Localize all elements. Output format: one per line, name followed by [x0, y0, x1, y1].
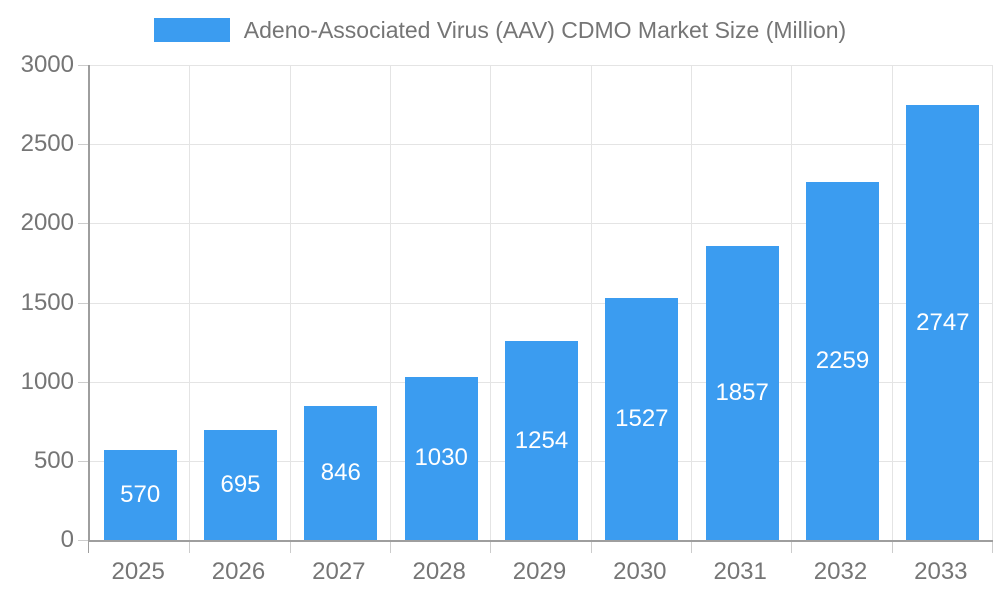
y-axis-tick: [78, 302, 88, 304]
x-gridline: [189, 65, 191, 540]
x-gridline: [289, 65, 291, 540]
y-gridline: [90, 302, 993, 304]
y-axis-tick: [78, 144, 88, 146]
bar-2028[interactable]: 1030: [404, 376, 478, 540]
y-gridline: [90, 144, 993, 146]
x-axis-tick: [490, 542, 492, 553]
bar-2033[interactable]: 2747: [906, 105, 980, 540]
x-axis-label: 2033: [914, 558, 968, 585]
y-axis-tick: [78, 65, 88, 66]
y-axis-tick: [78, 381, 88, 383]
y-axis-label: 2000: [20, 209, 74, 237]
bar-value-label: 1527: [615, 405, 669, 433]
y-axis-label: 3000: [20, 51, 74, 78]
bar-value-label: 1254: [514, 426, 569, 454]
x-gridline: [390, 65, 391, 540]
y-axis-label: 0: [60, 526, 74, 553]
plot-area: 570 695 846 1030 1254 1527 1857 2259 2747: [78, 65, 993, 553]
bar-value-label: 2259: [815, 347, 870, 375]
x-axis-tick: [590, 542, 592, 553]
y-axis-label: 500: [33, 446, 74, 474]
x-axis-label: 2032: [813, 558, 868, 585]
bar-2032[interactable]: 2259: [806, 182, 879, 540]
x-axis-label: 2030: [613, 558, 667, 585]
x-gridline: [691, 65, 692, 540]
x-axis-label: 2029: [512, 558, 567, 585]
y-axis-label: 2500: [20, 130, 74, 158]
x-gridline: [590, 65, 592, 540]
bar-value-label: 695: [220, 470, 261, 498]
bar-2025[interactable]: 570: [103, 449, 177, 540]
x-gridline: [891, 65, 893, 540]
bar-value-label: 1857: [715, 378, 769, 406]
y-axis-label: 1000: [20, 367, 74, 395]
x-gridline: [791, 65, 793, 540]
x-gridline: [490, 65, 492, 540]
x-axis-label: 2027: [312, 558, 366, 585]
legend-swatch[interactable]: [153, 18, 230, 42]
bar-2029[interactable]: 1254: [505, 341, 578, 540]
x-axis-tick: [390, 542, 391, 553]
x-axis-tick: [691, 542, 692, 553]
x-axis-tick: [289, 542, 291, 553]
x-axis-label: 2025: [111, 558, 165, 585]
legend[interactable]: Adeno-Associated Virus (AAV) CDMO Market…: [0, 16, 1000, 44]
x-axis-label: 2031: [713, 558, 767, 585]
y-axis-tick: [78, 223, 88, 225]
bar-value-label: 2747: [916, 308, 970, 336]
bar-value-label: 846: [320, 459, 361, 487]
bar-2031[interactable]: 1857: [705, 245, 779, 540]
bar-2026[interactable]: 695: [204, 429, 277, 540]
x-axis-tick: [891, 542, 893, 553]
bar-value-label: 570: [120, 480, 161, 508]
x-axis-tick: [189, 542, 191, 553]
y-axis-tick: [78, 460, 88, 462]
bar-2027[interactable]: 846: [304, 406, 378, 540]
x-gridline: [992, 65, 993, 540]
x-axis-tick: [791, 542, 793, 553]
bar-2030[interactable]: 1527: [605, 298, 679, 540]
x-axis-label: 2026: [211, 558, 266, 585]
bar-value-label: 1030: [414, 444, 468, 472]
y-gridline: [90, 65, 993, 66]
chart-title: Adeno-Associated Virus (AAV) CDMO Market…: [243, 16, 847, 43]
x-axis-tick: [88, 542, 89, 553]
x-axis-label: 2028: [412, 558, 466, 585]
y-axis-label: 1500: [20, 288, 74, 316]
y-axis-tick: [78, 540, 88, 541]
y-gridline: [90, 223, 993, 225]
x-axis-tick: [992, 542, 993, 553]
